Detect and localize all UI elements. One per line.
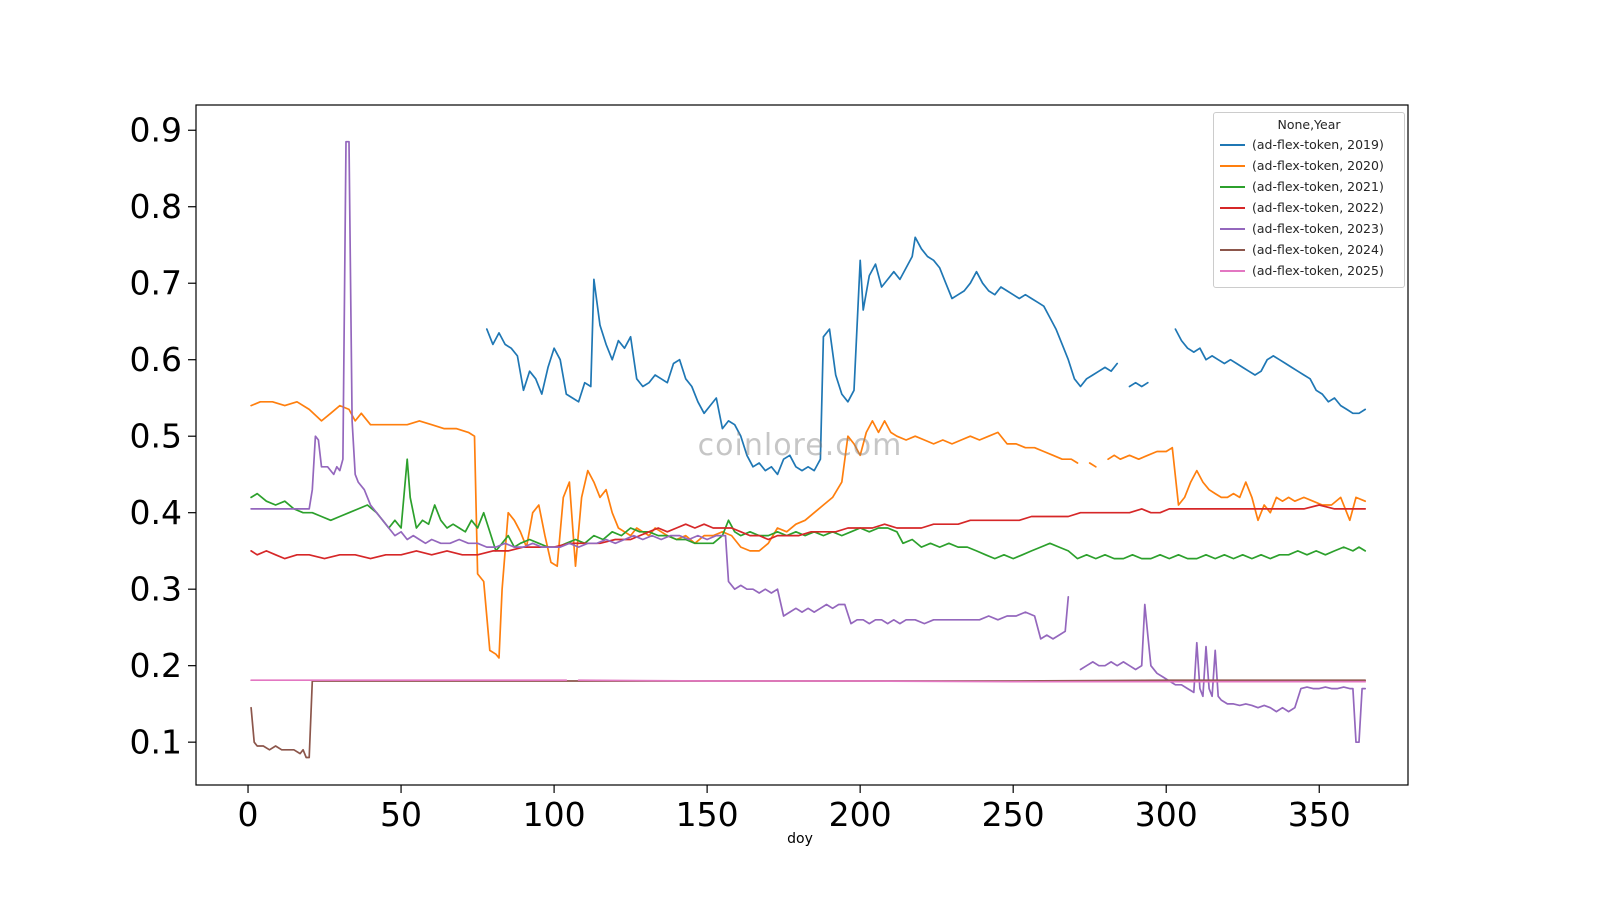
legend-item: (ad-flex-token, 2020)	[1220, 155, 1398, 176]
legend-item: (ad-flex-token, 2025)	[1220, 260, 1398, 281]
legend-item: (ad-flex-token, 2022)	[1220, 197, 1398, 218]
x-tick-label: 250	[982, 795, 1045, 834]
legend-label: (ad-flex-token, 2019)	[1252, 137, 1384, 152]
x-axis-label: doy	[787, 831, 813, 847]
legend-line-swatch	[1220, 164, 1245, 167]
x-tick-label: 200	[829, 795, 892, 834]
x-tick-label: 150	[676, 795, 739, 834]
legend-line-swatch	[1220, 248, 1245, 251]
legend: None,Year (ad-flex-token, 2019) (ad-flex-…	[1213, 112, 1405, 288]
legend-line-swatch	[1220, 269, 1245, 272]
legend-label: (ad-flex-token, 2021)	[1252, 179, 1384, 194]
x-tick-label: 350	[1288, 795, 1351, 834]
x-tick-label: 100	[523, 795, 586, 834]
series-line	[250, 504, 1367, 560]
legend-item: (ad-flex-token, 2021)	[1220, 176, 1398, 197]
legend-item: (ad-flex-token, 2019)	[1220, 134, 1398, 155]
x-tick-label: 300	[1135, 795, 1198, 834]
legend-label: (ad-flex-token, 2025)	[1252, 263, 1384, 278]
y-tick-label: 0.1	[130, 723, 182, 762]
y-tick-label: 0.7	[130, 264, 182, 303]
legend-label: (ad-flex-token, 2023)	[1252, 221, 1384, 236]
legend-title: None,Year	[1277, 117, 1341, 132]
series-line	[485, 236, 1367, 476]
y-tick-label: 0.3	[130, 570, 182, 609]
legend-label: (ad-flex-token, 2022)	[1252, 200, 1384, 215]
plot-border	[195, 104, 1409, 786]
legend-line-swatch	[1220, 206, 1245, 209]
y-tick-label: 0.4	[130, 493, 182, 532]
legend-label: (ad-flex-token, 2020)	[1252, 158, 1384, 173]
series-line	[250, 400, 1367, 659]
y-tick-label: 0.8	[130, 187, 182, 226]
legend-rows: (ad-flex-token, 2019) (ad-flex-token, 202…	[1220, 134, 1398, 281]
series-line	[250, 458, 1367, 560]
series-line	[250, 679, 1367, 683]
y-tick-label: 0.9	[130, 111, 182, 150]
x-tick-label: 0	[238, 795, 259, 834]
legend-line-swatch	[1220, 185, 1245, 188]
y-tick-label: 0.6	[130, 340, 182, 379]
y-tick-label: 0.5	[130, 417, 182, 456]
legend-item: (ad-flex-token, 2023)	[1220, 218, 1398, 239]
x-tick-label: 50	[380, 795, 422, 834]
y-tick-label: 0.2	[130, 646, 182, 685]
series-line	[250, 140, 1367, 744]
series-line	[250, 679, 1367, 759]
legend-line-swatch	[1220, 143, 1245, 146]
legend-line-swatch	[1220, 227, 1245, 230]
legend-item: (ad-flex-token, 2024)	[1220, 239, 1398, 260]
legend-label: (ad-flex-token, 2024)	[1252, 242, 1384, 257]
